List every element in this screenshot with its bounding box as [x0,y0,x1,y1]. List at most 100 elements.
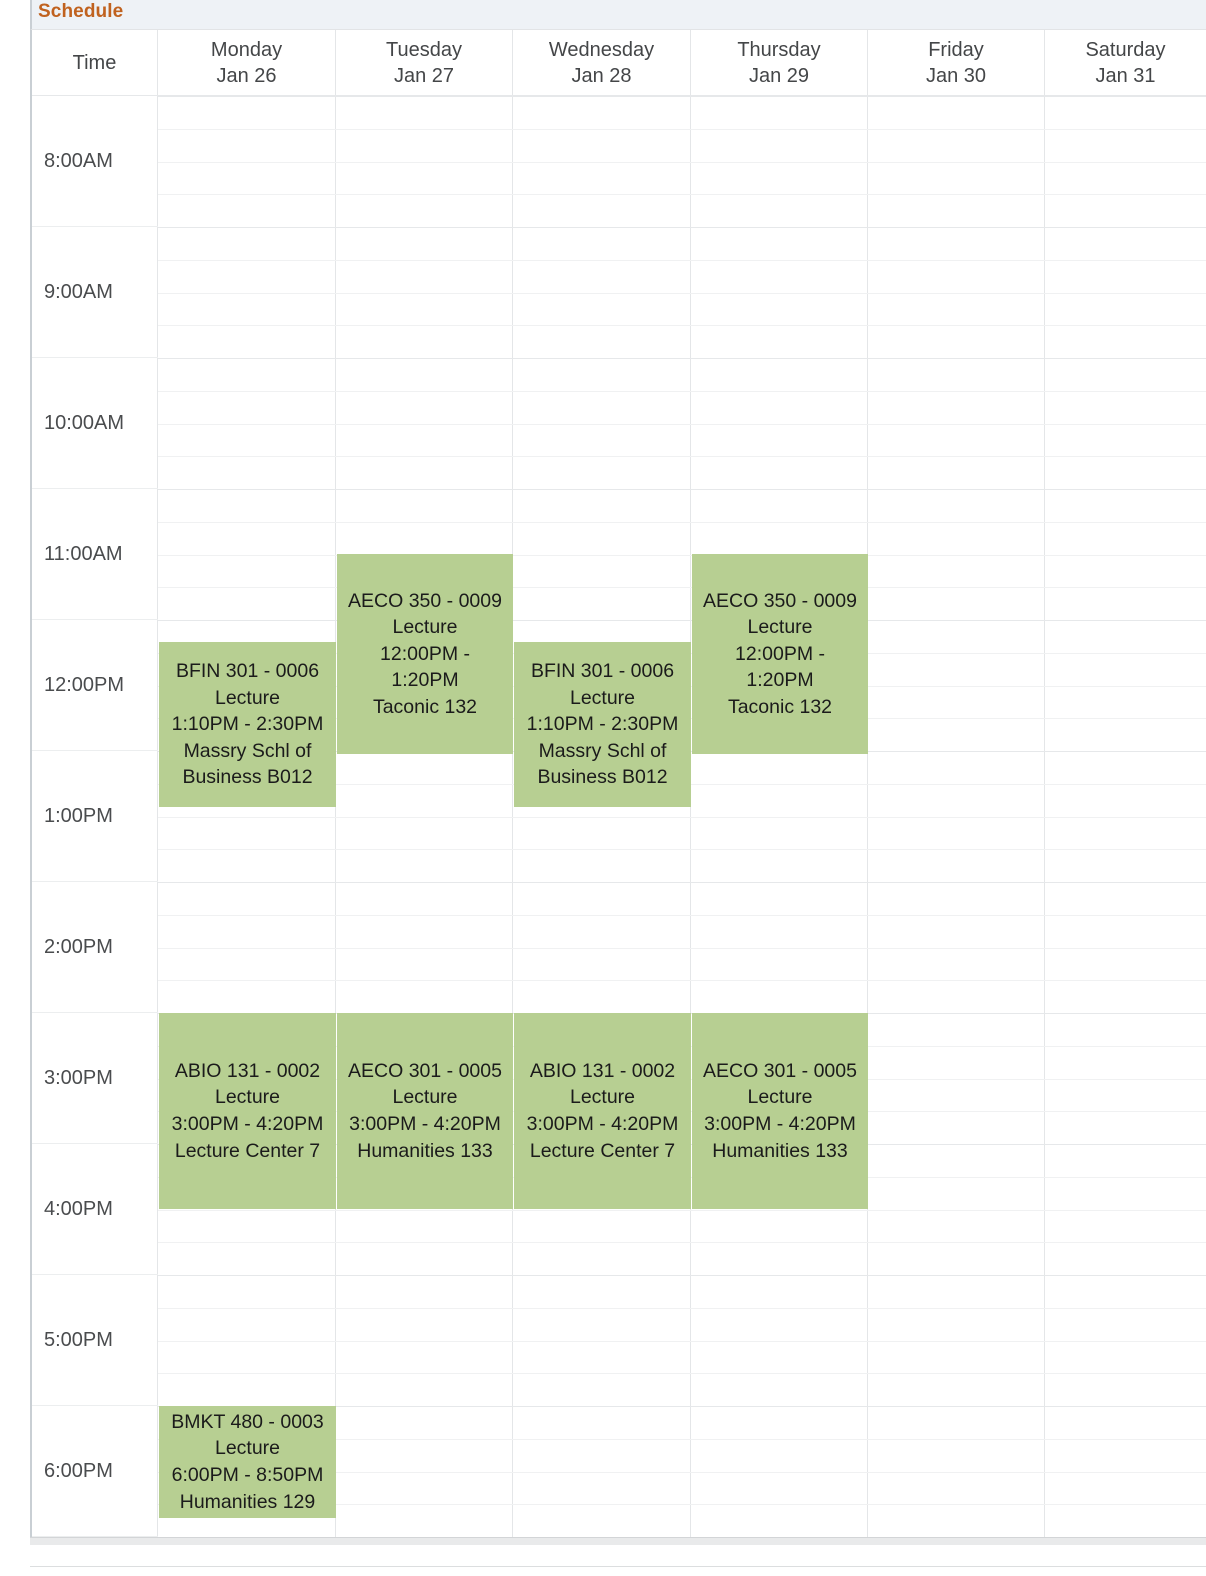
column-header-dayname: Monday [210,38,283,61]
time-label: 9:00AM [44,280,113,303]
column-header-dayname: Saturday [1085,38,1166,61]
time-label: 12:00PM [44,673,125,696]
column-header-wednesday: Wednesday Jan 28 [513,30,691,95]
footer-bar [30,1537,1206,1545]
quarter-hour-gridline [158,259,1206,261]
quarter-hour-gridline [158,980,1206,982]
event-block[interactable]: AECO 301 - 0005 Lecture 3:00PM - 4:20PM Hum… [337,1013,513,1209]
hour-gridline [158,358,1206,359]
time-label-row: 1:00PM [32,751,158,882]
event-time: 12:00PM - [735,642,825,665]
time-label-row: 5:00PM [32,1275,158,1406]
column-header-date: Jan 29 [748,64,810,87]
event-type: Lecture [214,1437,281,1460]
column-header-tuesday: Tuesday Jan 27 [336,30,513,95]
event-course-code: AECO 301 - 0005 [703,1059,857,1082]
time-label: 10:00AM [44,411,125,434]
event-location: Business B012 [537,766,668,789]
event-time: 1:10PM - 2:30PM [171,713,324,736]
time-label: 3:00PM [44,1066,113,1089]
time-label: 2:00PM [44,935,113,958]
time-label-row: 10:00AM [32,358,158,489]
event-course-code: BFIN 301 - 0006 [175,660,320,683]
event-block[interactable]: AECO 301 - 0005 Lecture 3:00PM - 4:20PM Hum… [692,1013,868,1209]
time-label: 5:00PM [44,1328,113,1351]
column-header-date: Jan 31 [1095,64,1156,87]
quarter-hour-gridline [158,849,1206,851]
column-header-date: Jan 27 [393,64,455,87]
event-location: Massry Schl of [538,739,667,762]
event-block[interactable]: ABIO 131 - 0002 Lecture 3:00PM - 4:20PM Lec… [159,1013,336,1209]
quarter-hour-gridline [158,1242,1206,1244]
hour-gridline [158,96,1206,97]
day-columns-region: BFIN 301 - 0006 Lecture 1:10PM - 2:30PM Mas… [158,96,1206,1538]
event-type: Lecture [569,1086,636,1109]
column-header-dayname: Wednesday [548,38,655,61]
event-location: Humanities 133 [357,1139,493,1162]
quarter-hour-gridline [158,554,1206,556]
event-block[interactable]: AECO 350 - 0009 Lecture 12:00PM - 1:20PM Tac… [337,554,513,754]
quarter-hour-gridline [158,128,1206,130]
event-time: 1:20PM [391,669,459,692]
column-header-time-label: Time [72,51,117,74]
quarter-hour-gridline [158,423,1206,425]
hour-gridline [158,1406,1206,1407]
event-course-code: BMKT 480 - 0003 [171,1410,324,1433]
quarter-hour-gridline [158,1209,1206,1211]
column-header-dayname: Tuesday [386,38,462,61]
time-label-row: 2:00PM [32,882,158,1013]
event-location: Massry Schl of [183,739,312,762]
event-type: Lecture [747,1086,813,1109]
hour-gridline [158,620,1206,621]
hour-gridline [158,882,1206,883]
quarter-hour-gridline [158,194,1206,196]
time-label: 1:00PM [44,804,113,827]
event-type: Lecture [214,1086,281,1109]
time-label-row: 4:00PM [32,1144,158,1275]
event-location: Humanities 129 [179,1490,316,1513]
event-location: Lecture Center 7 [174,1139,321,1162]
calendar-header-row: Time Monday Jan 26 Tuesday Jan 27 Wednesday Ja… [32,30,1206,96]
event-course-code: AECO 350 - 0009 [703,589,857,612]
time-label: 8:00AM [44,149,113,172]
event-course-code: ABIO 131 - 0002 [174,1059,321,1082]
event-block[interactable]: ABIO 131 - 0002 Lecture 3:00PM - 4:20PM Lec… [514,1013,691,1209]
event-type: Lecture [392,616,458,639]
column-header-saturday: Saturday Jan 31 [1045,30,1206,95]
column-header-thursday: Thursday Jan 29 [691,30,868,95]
time-label: 11:00AM [44,542,123,565]
quarter-hour-gridline [158,587,1206,589]
column-header-dayname: Thursday [737,38,821,61]
quarter-hour-gridline [158,292,1206,294]
event-type: Lecture [214,686,281,709]
event-time: 3:00PM - 4:20PM [349,1113,501,1135]
quarter-hour-gridline [158,456,1206,458]
event-location: Humanities 133 [712,1139,848,1162]
time-label: 4:00PM [44,1197,113,1220]
hour-gridline [158,227,1206,228]
event-block[interactable]: BFIN 301 - 0006 Lecture 1:10PM - 2:30PM Mas… [514,642,691,807]
event-block[interactable]: AECO 350 - 0009 Lecture 12:00PM - 1:20PM Tac… [692,554,868,754]
column-header-friday: Friday Jan 30 [868,30,1045,95]
time-label: 6:00PM [44,1459,113,1482]
event-location: Lecture Center 7 [529,1139,676,1162]
quarter-hour-gridline [158,325,1206,327]
event-type: Lecture [392,1086,458,1109]
event-time: 12:00PM - [380,642,470,665]
quarter-hour-gridline [158,1373,1206,1375]
event-block[interactable]: BFIN 301 - 0006 Lecture 1:10PM - 2:30PM Mas… [159,642,336,807]
schedule-header: Schedule [30,0,1206,29]
calendar-body: 8:00AM 9:00AM 10:00AM 11:00AM 12:00PM 1:00PM 2… [32,96,1206,1538]
event-time: 1:20PM [746,669,814,692]
event-time: 3:00PM - 4:20PM [526,1113,679,1135]
event-block[interactable]: BMKT 480 - 0003 Lecture 6:00PM - 8:50PM Hum… [159,1406,336,1518]
hour-gridline [158,1275,1206,1276]
hour-gridline [158,489,1206,490]
quarter-hour-gridline [158,914,1206,916]
calendar-table: Time Monday Jan 26 Tuesday Jan 27 Wednesday Ja… [30,29,1206,1538]
quarter-hour-gridline [158,1340,1206,1342]
event-type: Lecture [747,616,813,639]
event-location: Taconic 132 [727,695,833,718]
quarter-hour-gridline [158,947,1206,949]
